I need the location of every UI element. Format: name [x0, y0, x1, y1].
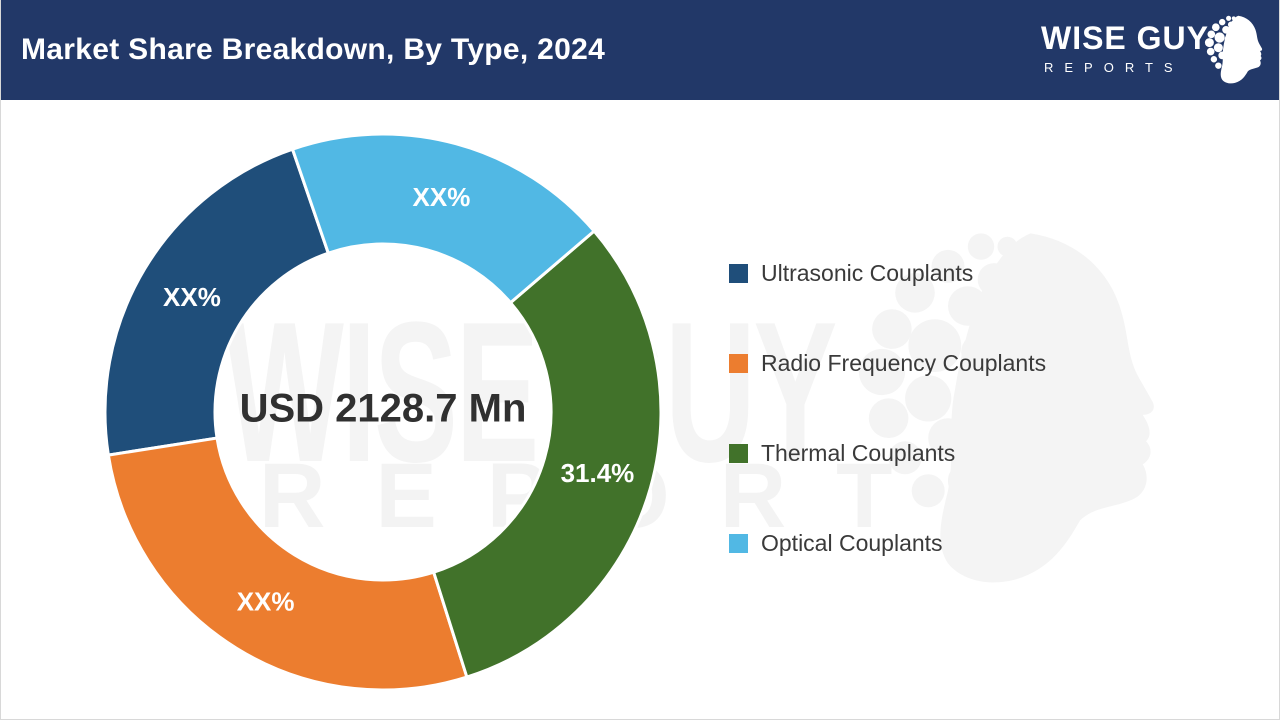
legend: Ultrasonic Couplants Radio Frequency Coup…: [729, 255, 1046, 615]
donut-segment-2[interactable]: [431, 228, 663, 679]
logo-subtitle: REPORTS: [1043, 60, 1184, 75]
donut-segment-1[interactable]: [106, 436, 469, 692]
legend-label: Radio Frequency Couplants: [761, 349, 1047, 376]
legend-item-3[interactable]: Optical Couplants: [729, 525, 1046, 561]
legend-swatch: [729, 353, 748, 373]
legend-swatch: [729, 263, 748, 283]
legend-label: Optical Couplants: [761, 529, 943, 556]
wise-guy-logo: WISE GUY REPORTS: [1041, 8, 1267, 90]
logo-wordmark: WISE GUY: [1040, 20, 1209, 56]
legend-label: Ultrasonic Couplants: [761, 259, 974, 286]
header-bar: Market Share Breakdown, By Type, 2024 WI…: [1, 0, 1279, 100]
chart-center-value: USD 2128.7 Mn: [239, 386, 527, 431]
legend-swatch: [729, 443, 748, 463]
donut-segment-0[interactable]: [103, 147, 331, 457]
legend-swatch: [729, 533, 748, 553]
logo-head-icon: [1204, 15, 1263, 84]
legend-label: Thermal Couplants: [761, 439, 956, 466]
donut-segment-3[interactable]: [290, 132, 597, 305]
page-title: Market Share Breakdown, By Type, 2024: [21, 33, 606, 66]
legend-item-1[interactable]: Radio Frequency Couplants: [729, 345, 1046, 381]
logo-wordmark-block: WISE GUY REPORTS: [1041, 20, 1209, 75]
legend-item-2[interactable]: Thermal Couplants: [729, 435, 1046, 471]
legend-item-0[interactable]: Ultrasonic Couplants: [729, 255, 1046, 291]
